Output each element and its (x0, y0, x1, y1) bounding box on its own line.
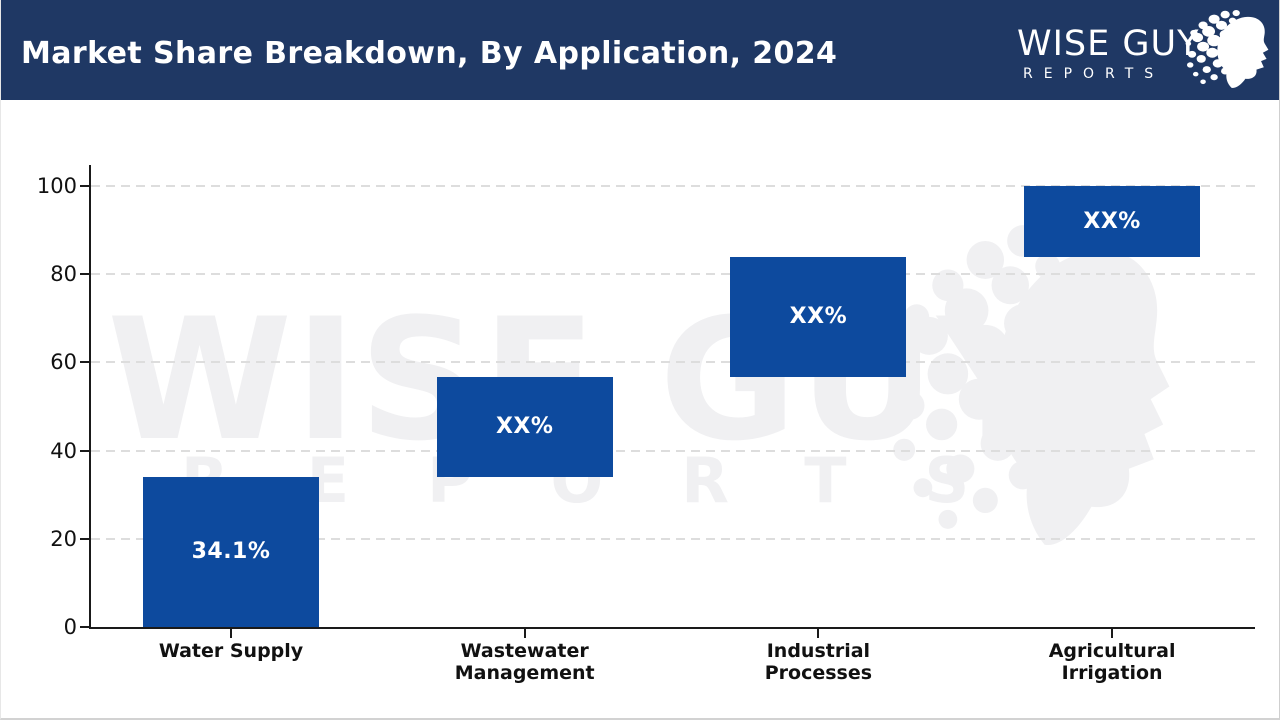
y-tick-label-100: 100 (36, 174, 77, 198)
x-axis-label-water-supply: Water Supply (158, 640, 304, 662)
y-tick-mark-0 (80, 626, 89, 628)
x-tick-mark-agricultural-irrigation (1111, 629, 1114, 638)
x-tick-mark-water-supply (230, 629, 232, 638)
page-title: Market Share Breakdown, By Application, … (21, 36, 838, 71)
brand-logo-name: WISE GUY (1017, 24, 1200, 64)
y-axis-line (89, 165, 91, 629)
bar-value-label: XX% (495, 414, 554, 440)
brand-logo-subtitle: REPORTS (1023, 66, 1165, 82)
gridline-60 (91, 361, 1255, 364)
x-axis-label-industrial-processes: Industrial Processes (764, 640, 873, 684)
x-tick-mark-wastewater-management (523, 629, 526, 638)
y-tick-label-0: 0 (63, 615, 77, 639)
brand-logo: WISE GUY REPORTS (1017, 10, 1267, 94)
gridline-40 (91, 449, 1255, 452)
x-axis-label-agricultural-irrigation: Agricultural Irrigation (1048, 640, 1176, 684)
gridline-80 (91, 273, 1255, 276)
y-tick-mark-20 (80, 537, 89, 540)
x-axis-line (89, 627, 1255, 629)
y-tick-mark-60 (80, 361, 89, 364)
brand-head-icon (1181, 10, 1273, 94)
y-tick-label-40: 40 (50, 438, 77, 463)
y-tick-label-80: 80 (50, 262, 77, 287)
x-tick-mark-industrial-processes (817, 629, 820, 638)
bar-value-label: 34.1% (191, 539, 271, 565)
bar-value-label: XX% (1083, 209, 1141, 234)
bar-industrial-processes: XX% (730, 257, 907, 377)
x-axis-label-wastewater-management: Wastewater Management (454, 640, 595, 684)
gridline-100 (91, 185, 1255, 187)
bar-agricultural-irrigation: XX% (1024, 186, 1201, 257)
gridline-20 (91, 537, 1255, 540)
waterfall-chart: 0 20 40 60 80 100 34.1% Water Supply XX% Wastewat… (1, 100, 1279, 718)
bar-water-supply: 34.1% (143, 476, 319, 627)
y-tick-label-60: 60 (50, 350, 77, 375)
y-tick-mark-40 (80, 449, 89, 452)
bar-value-label: XX% (789, 304, 848, 330)
y-tick-mark-100 (80, 185, 89, 187)
y-tick-label-20: 20 (50, 526, 77, 551)
header-bar: Market Share Breakdown, By Application, … (1, 0, 1279, 100)
bar-wastewater-management: XX% (436, 376, 613, 477)
y-tick-mark-80 (80, 273, 89, 276)
